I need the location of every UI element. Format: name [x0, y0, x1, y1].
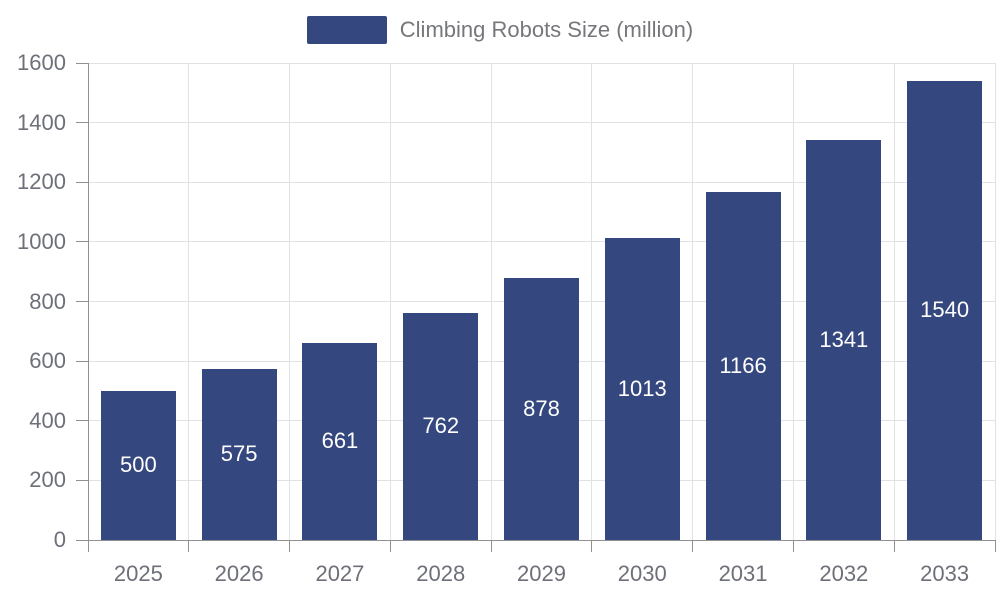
y-axis-tick-label: 1600 — [17, 50, 66, 75]
x-axis-tick-label: 2027 — [315, 561, 365, 586]
bar-value-label: 762 — [422, 413, 460, 439]
y-gridline — [88, 181, 995, 183]
x-gridline — [692, 63, 694, 540]
y-gridline — [88, 241, 995, 243]
x-axis-tick-label: 2033 — [920, 561, 970, 586]
bar-2027[interactable] — [302, 342, 378, 540]
bar-2030[interactable] — [604, 237, 680, 540]
y-axis-tick — [76, 301, 88, 302]
x-axis-tick — [994, 540, 996, 552]
bar-2032[interactable] — [806, 140, 882, 540]
legend-swatch-icon — [306, 16, 387, 44]
x-axis-tick — [692, 540, 694, 552]
y-axis-tick — [76, 539, 88, 541]
bar-value-label: 878 — [523, 396, 560, 422]
x-gridline — [490, 63, 492, 540]
y-axis-tick-label: 0 — [53, 527, 66, 552]
y-axis-tick — [76, 479, 88, 481]
y-gridline — [88, 62, 995, 64]
x-gridline — [289, 63, 291, 540]
bar-value-label: 575 — [220, 441, 258, 467]
x-axis-tick-label: 2032 — [819, 561, 869, 586]
y-axis-tick — [76, 62, 88, 64]
x-axis-tick-label: 2026 — [214, 561, 264, 586]
x-gridline — [994, 63, 996, 540]
y-axis-tick — [76, 122, 88, 124]
bar-value-label: 661 — [321, 428, 359, 454]
bar-2028[interactable] — [403, 312, 479, 540]
y-axis-tick-label: 1000 — [17, 228, 66, 254]
bar-value-label: 1540 — [920, 297, 970, 323]
legend-item[interactable]: Climbing Robots Size (million) — [0, 16, 1000, 44]
x-axis-tick-label: 2030 — [617, 561, 667, 586]
x-axis-tick-label: 2031 — [718, 561, 768, 586]
y-axis-tick-label: 600 — [29, 348, 66, 374]
x-axis-tick — [188, 540, 190, 552]
x-gridline — [188, 63, 190, 540]
x-axis-tick — [490, 540, 492, 552]
bar-value-label: 1013 — [617, 375, 667, 401]
x-axis-tick — [792, 540, 794, 552]
y-axis-tick — [76, 181, 88, 183]
y-axis-tick — [76, 241, 88, 243]
x-axis-tick — [289, 540, 291, 552]
bar-value-label: 1166 — [719, 353, 767, 379]
x-axis-tick — [591, 540, 593, 552]
bar-2031[interactable] — [705, 192, 781, 540]
bar-2025[interactable] — [100, 390, 176, 540]
x-gridline — [792, 63, 794, 540]
x-axis-tick-label: 2029 — [517, 561, 566, 586]
x-axis-tick-label: 2028 — [416, 561, 466, 586]
bar-value-label: 500 — [120, 452, 157, 478]
bar-2033[interactable] — [907, 80, 983, 540]
y-axis-tick — [76, 360, 88, 362]
y-gridline — [88, 539, 995, 541]
legend-label: Climbing Robots Size (million) — [399, 17, 694, 42]
x-gridline — [591, 63, 593, 540]
y-axis-tick-label: 200 — [29, 467, 66, 493]
y-axis-tick — [76, 420, 88, 422]
x-axis-tick-label: 2025 — [113, 561, 163, 586]
y-gridline — [88, 122, 995, 124]
y-axis-tick-label: 1200 — [17, 169, 66, 195]
bar-2029[interactable] — [504, 278, 579, 540]
x-gridline — [893, 63, 895, 540]
y-axis-tick-label: 400 — [29, 407, 66, 433]
bar-value-label: 1341 — [819, 327, 869, 353]
y-axis-tick-label: 800 — [29, 288, 66, 314]
y-axis-line — [87, 63, 89, 552]
y-axis-tick-label: 1400 — [17, 109, 66, 135]
bar-2026[interactable] — [201, 368, 277, 540]
x-axis-tick — [893, 540, 895, 552]
x-axis-tick — [389, 540, 391, 552]
x-gridline — [389, 63, 391, 540]
